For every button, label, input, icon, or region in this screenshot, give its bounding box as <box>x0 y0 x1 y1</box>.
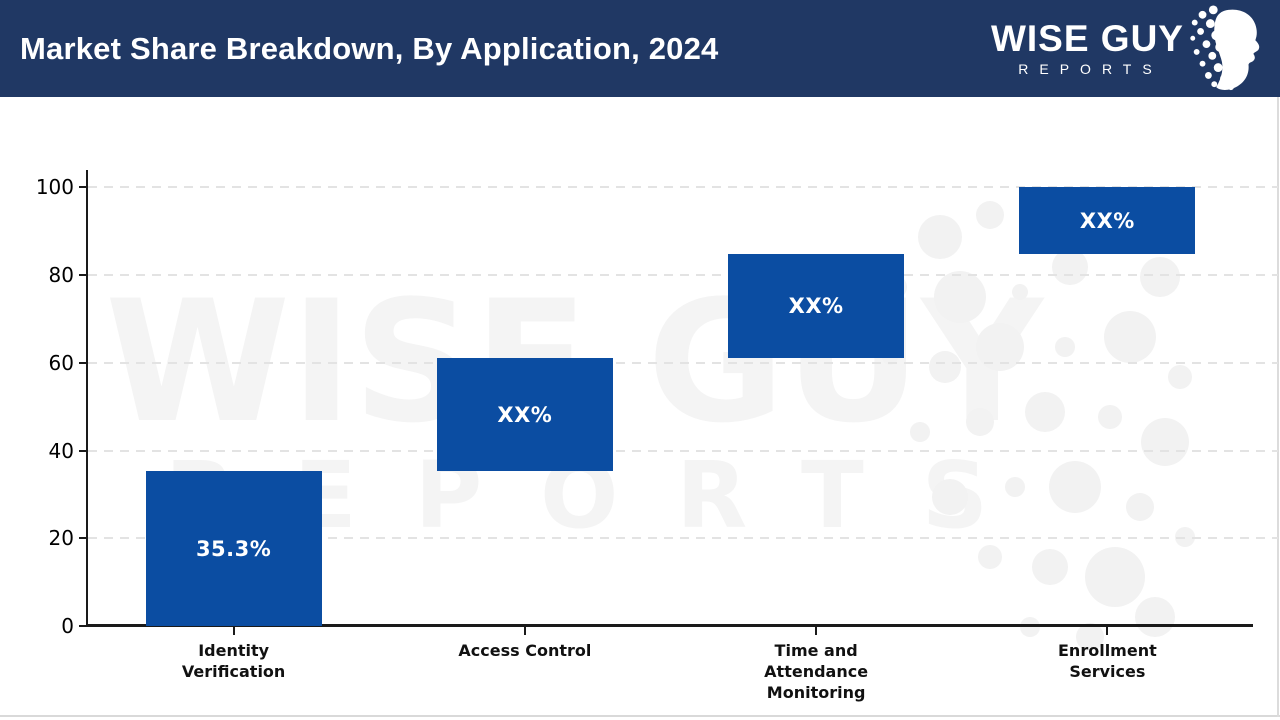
logo-wordmark-text: WISE GUY <box>990 17 1184 59</box>
category-label-line: Attendance <box>764 662 869 681</box>
bar-value-label: XX% <box>497 402 553 427</box>
y-axis <box>86 170 88 627</box>
bar-value-label: 35.3% <box>195 536 272 561</box>
brand-logo: WISE GUY REPORTS <box>990 4 1266 93</box>
x-axis-tick <box>1106 627 1109 635</box>
y-axis-tick <box>79 537 87 540</box>
x-axis <box>86 624 1253 627</box>
y-axis-tick <box>79 361 87 364</box>
y-tick-label: 20 <box>48 526 74 551</box>
plot-area: 0 20 40 60 80 100 35.3% Identity Verification XX%… <box>0 97 1280 720</box>
page-title: Market Share Breakdown, By Application, … <box>20 30 719 66</box>
category-label-line: Verification <box>181 662 286 681</box>
header-bar: Market Share Breakdown, By Application, … <box>0 0 1280 97</box>
bar: 35.3% <box>145 471 322 626</box>
bar-value-label: XX% <box>788 294 844 319</box>
category-label-line: Identity <box>198 641 270 660</box>
gridline <box>88 361 1278 364</box>
logo-reports-text: REPORTS <box>1018 60 1163 77</box>
x-axis-tick <box>523 627 526 635</box>
category-label: Access Control <box>415 640 635 661</box>
category-label-line: Enrollment <box>1058 641 1157 660</box>
bottom-rule <box>0 715 1280 717</box>
y-tick-label: 100 <box>35 175 74 200</box>
y-axis-tick <box>79 274 87 277</box>
y-axis-tick <box>79 449 87 452</box>
gridline <box>88 274 1278 277</box>
y-axis-tick <box>79 186 87 189</box>
y-tick-label: 40 <box>48 438 74 463</box>
category-label-line: Services <box>1069 662 1146 681</box>
category-label-line: Time and <box>774 641 858 660</box>
category-label-line: Access Control <box>458 641 592 660</box>
y-tick-label: 60 <box>48 350 74 375</box>
chart: WISE GUY REPORTS <box>0 97 1280 720</box>
category-label: Time and Attendance Monitoring <box>706 640 926 703</box>
gridline <box>88 449 1278 452</box>
logo-wordmark: WISE GUY REPORTS <box>990 17 1184 78</box>
logo-face-icon <box>1190 4 1260 90</box>
category-label: Enrollment Services <box>997 640 1217 682</box>
bar: XX% <box>1019 187 1196 254</box>
y-tick-label: 0 <box>61 614 74 638</box>
x-axis-tick <box>232 627 235 635</box>
bar: XX% <box>436 358 613 472</box>
bar: XX% <box>728 253 905 359</box>
gridline <box>88 537 1278 540</box>
category-label: Identity Verification <box>124 640 344 682</box>
bar-value-label: XX% <box>1079 208 1135 233</box>
y-tick-label: 80 <box>48 263 74 288</box>
x-axis-tick <box>815 627 818 635</box>
right-rule <box>1277 97 1279 717</box>
category-label-line: Monitoring <box>766 683 866 702</box>
gridline <box>88 186 1278 189</box>
y-axis-tick <box>79 625 87 627</box>
